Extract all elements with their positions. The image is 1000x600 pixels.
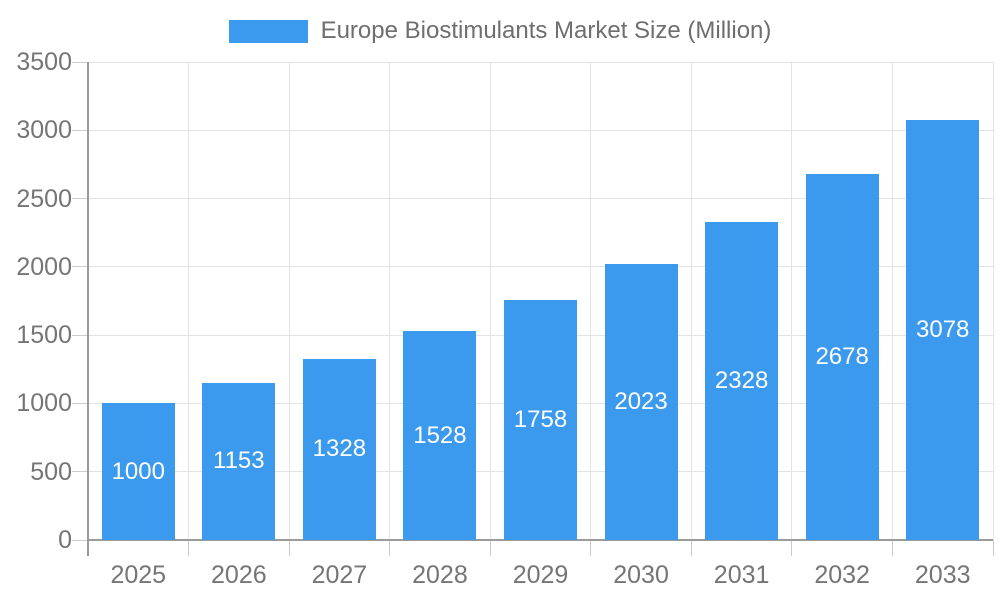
bar: 2023 [604, 263, 678, 540]
h-gridline [88, 266, 993, 268]
x-tick [188, 540, 190, 556]
bar-value-label: 1758 [513, 405, 568, 433]
bar: 1000 [101, 403, 175, 540]
x-tick-label: 2026 [211, 561, 267, 589]
bar-value-label: 1153 [213, 447, 265, 475]
h-gridline [88, 198, 993, 200]
bar: 1528 [403, 331, 477, 540]
h-gridline [88, 61, 993, 63]
bar-value-label: 1328 [312, 435, 367, 463]
legend[interactable]: Europe Biostimulants Market Size (Millio… [0, 12, 1000, 50]
bar-value-label: 2328 [714, 367, 769, 395]
x-axis-line [88, 539, 993, 541]
x-tick [590, 540, 592, 556]
x-tick-label: 2028 [412, 561, 468, 589]
legend-swatch [228, 19, 308, 43]
y-tick-label: 500 [30, 457, 72, 486]
y-tick-label: 1500 [16, 321, 72, 350]
x-tick [891, 540, 893, 556]
bar: 1153 [202, 382, 276, 540]
v-gridline [288, 62, 290, 540]
v-gridline [891, 62, 893, 540]
x-tick [690, 540, 692, 556]
x-tick [489, 540, 491, 556]
bar: 3078 [906, 119, 980, 540]
v-gridline [389, 62, 391, 540]
x-tick-label: 2027 [311, 561, 368, 589]
bar: 2328 [705, 222, 779, 540]
x-tick-label: 2029 [512, 561, 569, 589]
y-tick [72, 266, 88, 268]
bar: 2678 [805, 174, 879, 540]
y-tick [72, 61, 88, 63]
y-tick-label: 2000 [16, 252, 72, 281]
v-gridline [590, 62, 592, 540]
y-tick [72, 402, 88, 404]
x-tick-label: 2032 [814, 561, 870, 589]
v-gridline [791, 62, 793, 540]
x-tick-label: 2025 [110, 561, 167, 589]
y-tick-label: 0 [58, 526, 72, 554]
v-gridline [188, 62, 190, 540]
y-tick-label: 2500 [16, 184, 72, 213]
y-tick [72, 129, 88, 131]
legend-label: Europe Biostimulants Market Size (Millio… [320, 17, 772, 44]
x-tick-label: 2033 [914, 561, 971, 589]
y-tick [72, 198, 88, 200]
y-tick [72, 539, 88, 541]
v-gridline [489, 62, 491, 540]
x-tick [288, 540, 290, 556]
y-tick-label: 1000 [16, 389, 72, 418]
v-gridline [992, 62, 994, 540]
x-tick-label: 2031 [713, 561, 770, 589]
bar-value-label: 1528 [413, 421, 467, 449]
plot-area: 1000 1153 1328 1528 1758 2023 2328 2678 3078 [72, 61, 994, 556]
x-tick [389, 540, 391, 556]
y-axis-line [87, 62, 89, 556]
bar: 1328 [302, 358, 376, 540]
bar-value-label: 2678 [815, 343, 869, 371]
bar-value-label: 3078 [916, 315, 970, 343]
v-gridline [690, 62, 692, 540]
x-tick-label: 2030 [613, 561, 669, 589]
y-tick [72, 334, 88, 336]
y-tick-label: 3500 [16, 48, 72, 76]
x-tick [992, 540, 994, 556]
x-tick [791, 540, 793, 556]
h-gridline [88, 129, 993, 131]
y-tick-label: 3000 [16, 116, 72, 145]
bar: 1758 [504, 299, 577, 540]
bar-value-label: 1000 [111, 457, 165, 485]
bar-value-label: 2023 [614, 387, 668, 415]
y-tick [72, 471, 88, 473]
